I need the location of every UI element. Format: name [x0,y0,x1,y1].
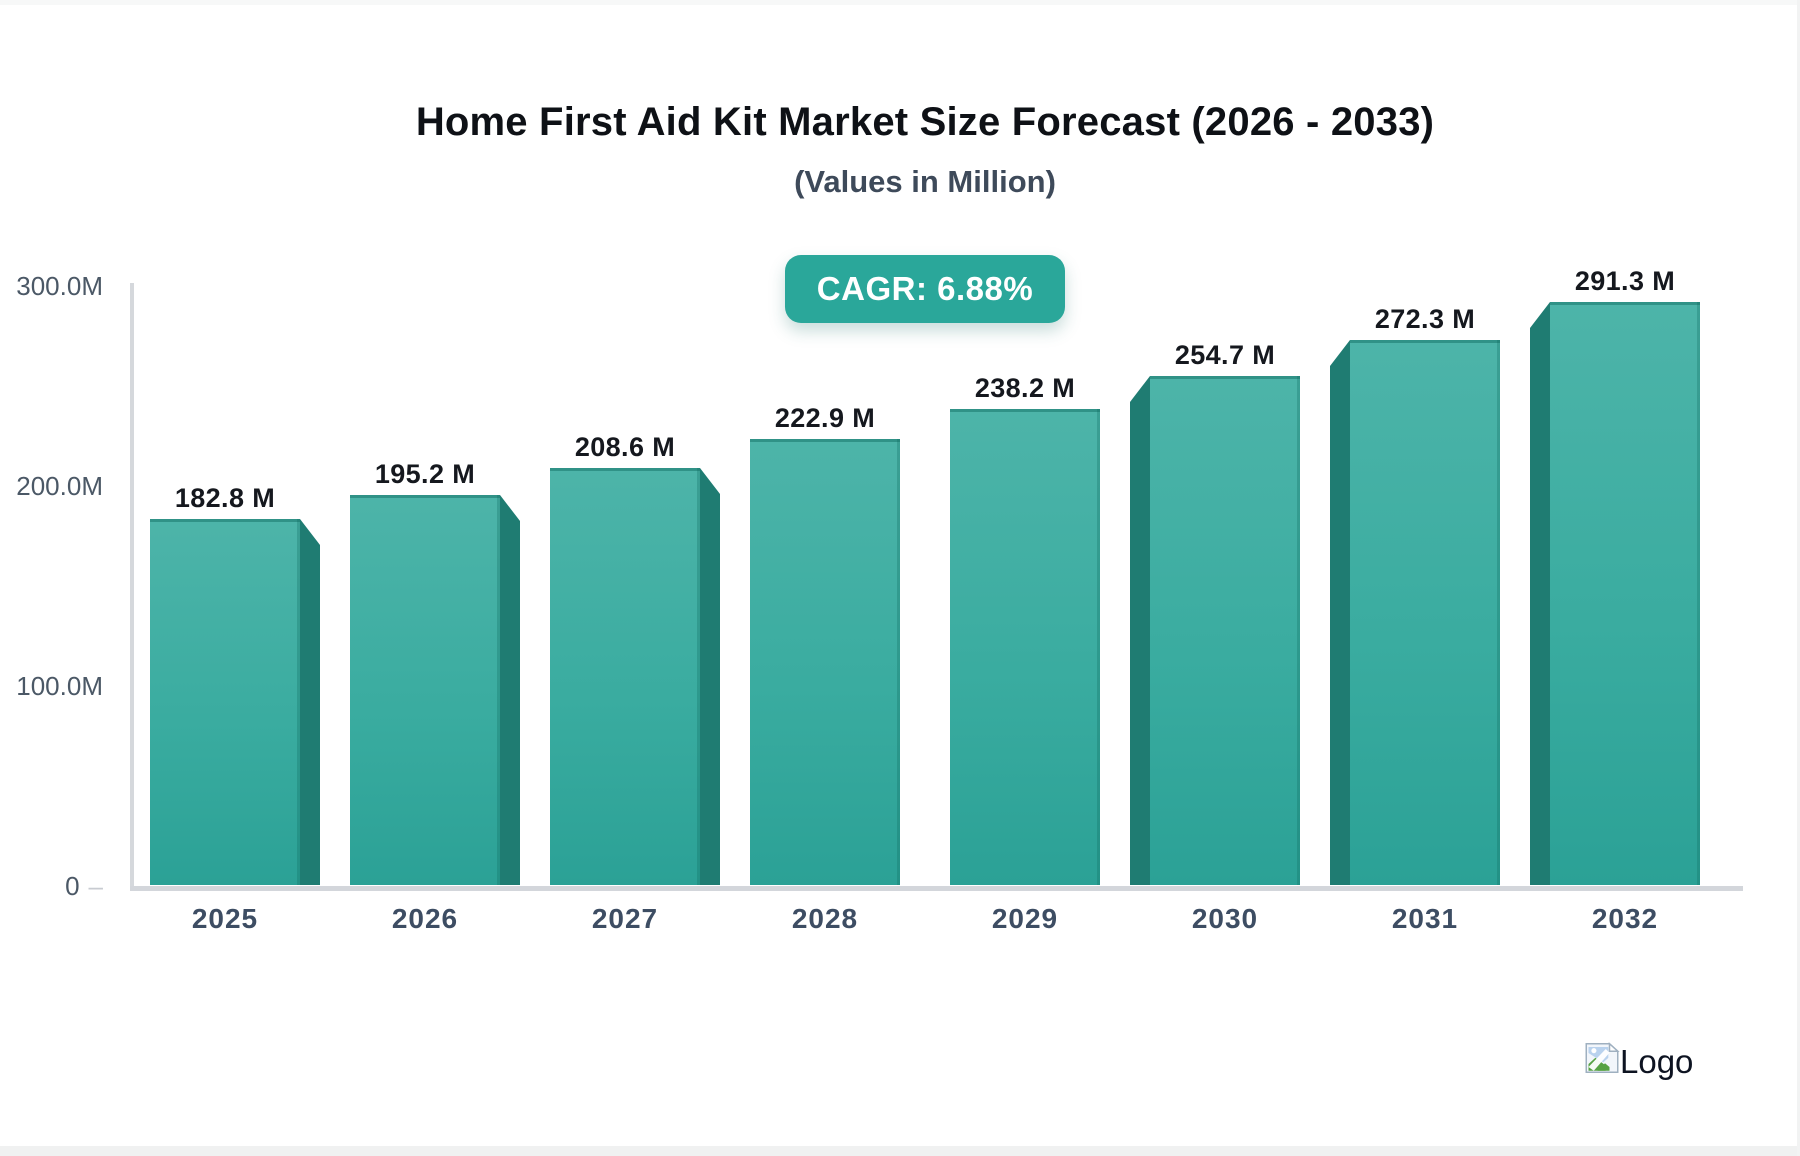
bar-2032[interactable] [1550,302,1700,885]
bar-2025-side-shadow [300,519,320,885]
x-tick-2027: 2027 [591,903,659,934]
y-tick-100.0M: 100.0M [16,671,103,701]
zero-tick-mark: – [88,871,103,901]
bar-2027-side-shadow [700,468,720,885]
bar-2027[interactable] [550,468,700,885]
bar-value-label-2031: 272.3 M [1374,304,1476,334]
logo-container: Logo [1584,1040,1693,1084]
x-tick-2028: 2028 [791,903,859,934]
bar-2031-side-shadow [1330,340,1350,885]
page-bottom-border [0,1146,1800,1156]
logo-alt-text: Logo [1620,1043,1694,1080]
x-tick-2029: 2029 [991,903,1059,934]
bar-2025[interactable] [150,519,300,885]
broken-image-icon [1585,1042,1620,1073]
chart-subtitle: (Values in Million) [794,164,1056,199]
x-tick-2026: 2026 [391,903,459,934]
bar-2029[interactable] [950,409,1100,885]
page-right-border [1797,0,1800,1156]
y-axis-line [130,283,134,891]
chart-title: Home First Aid Kit Market Size Forecast … [415,100,1435,144]
bar-2032-side-shadow [1530,302,1550,885]
page-top-border [0,0,1800,5]
bar-value-label-2027: 208.6 M [574,432,676,462]
x-tick-2031: 2031 [1391,903,1459,934]
bar-2026[interactable] [350,495,500,885]
x-axis-line [130,886,1743,891]
x-tick-2025: 2025 [191,903,259,934]
x-tick-2032: 2032 [1591,903,1659,934]
bar-2030[interactable] [1150,376,1300,885]
y-tick-200.0M: 200.0M [16,471,103,501]
bar-value-label-2032: 291.3 M [1574,266,1676,296]
bar-2026-side-shadow [500,495,520,885]
x-tick-2030: 2030 [1191,903,1259,934]
bar-2028[interactable] [750,439,900,885]
cagr-badge: CAGR: 6.88% [785,255,1065,323]
bar-value-label-2030: 254.7 M [1174,340,1276,370]
y-tick-0: 0– [65,871,103,901]
bar-2030-side-shadow [1130,376,1150,885]
bar-value-label-2029: 238.2 M [974,373,1076,403]
bar-2031[interactable] [1350,340,1500,885]
bar-value-label-2025: 182.8 M [174,483,276,513]
bar-value-label-2026: 195.2 M [374,459,476,489]
y-tick-300.0M: 300.0M [16,271,103,301]
bar-value-label-2028: 222.9 M [774,403,876,433]
